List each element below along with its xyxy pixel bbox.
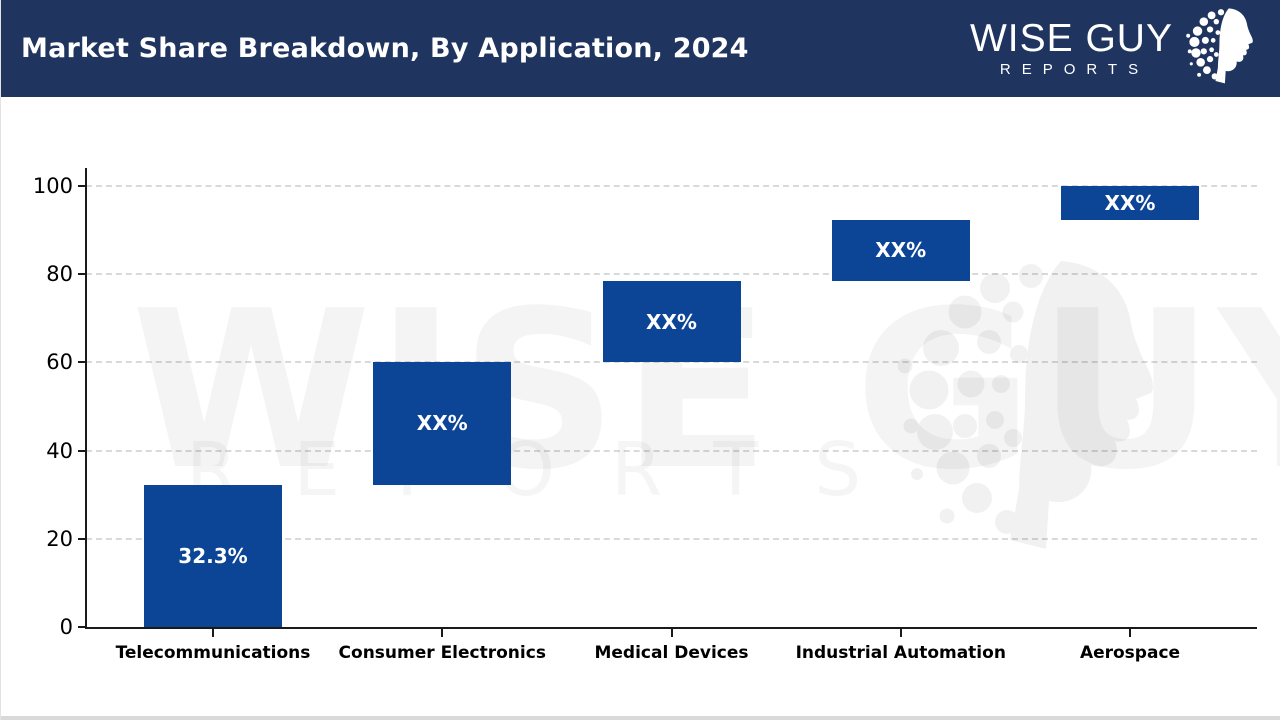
x-tick-5 xyxy=(1129,629,1131,637)
brand-name: WISE GUY xyxy=(969,17,1173,60)
bar-value-label: XX% xyxy=(1104,190,1156,215)
y-tick-100 xyxy=(78,185,86,187)
watermark-subtext: REPORTS xyxy=(186,427,917,513)
x-tick-4 xyxy=(899,629,902,637)
bar-consumer-electronics: XX% xyxy=(373,362,512,485)
y-axis-line xyxy=(85,168,87,629)
bar-medical-devices: XX% xyxy=(602,280,741,363)
x-tick-label-2: Consumer Electronics xyxy=(338,643,546,663)
y-tick-label-60: 60 xyxy=(46,350,73,375)
y-tick-label-0: 0 xyxy=(59,615,73,639)
x-tick-2 xyxy=(441,629,444,637)
bar-aerospace: XX% xyxy=(1061,186,1199,220)
x-tick-label-1: Telecommunications xyxy=(115,643,311,663)
bar-value-label: XX% xyxy=(646,309,697,334)
bar-value-label: XX% xyxy=(416,411,468,436)
gridline-60 xyxy=(86,361,1257,364)
gridline-40 xyxy=(86,449,1257,452)
footer-divider xyxy=(1,716,1280,720)
bar-telecommunications: 32.3% xyxy=(144,484,282,627)
bar-industrial-automation: XX% xyxy=(831,219,970,281)
brand-logo: WISE GUY REPORTS xyxy=(970,6,1263,92)
watermark-head-icon xyxy=(897,261,1153,549)
brand-subtitle: REPORTS xyxy=(999,61,1150,78)
gridline-80 xyxy=(86,273,1257,276)
x-tick-1 xyxy=(212,629,214,637)
gridline-100 xyxy=(86,185,1257,187)
y-tick-label-20: 20 xyxy=(46,526,73,551)
y-tick-60 xyxy=(78,361,86,364)
y-tick-20 xyxy=(78,537,86,540)
header-band: Market Share Breakdown, By Application, … xyxy=(1,0,1280,97)
gridline-20 xyxy=(86,537,1257,540)
waterfall-chart: WISE GUY REPORTS 02040608010032.3%Teleco… xyxy=(1,97,1280,717)
x-tick-3 xyxy=(670,629,673,637)
y-tick-0 xyxy=(78,626,86,628)
x-tick-label-3: Medical Devices xyxy=(594,643,749,663)
y-tick-label-100: 100 xyxy=(32,174,73,198)
y-tick-label-40: 40 xyxy=(46,438,73,463)
y-tick-40 xyxy=(78,449,86,452)
y-tick-label-80: 80 xyxy=(46,262,73,287)
page-title: Market Share Breakdown, By Application, … xyxy=(21,33,749,64)
bar-value-label: XX% xyxy=(875,238,927,263)
bar-value-label: 32.3% xyxy=(178,543,248,568)
y-tick-80 xyxy=(78,273,86,276)
x-tick-label-4: Industrial Automation xyxy=(795,643,1006,663)
brand-head-icon xyxy=(1186,7,1253,83)
brand-logo-text: WISE GUY REPORTS xyxy=(970,19,1173,78)
x-tick-label-5: Aerospace xyxy=(1079,643,1181,663)
x-axis-line xyxy=(85,627,1257,629)
